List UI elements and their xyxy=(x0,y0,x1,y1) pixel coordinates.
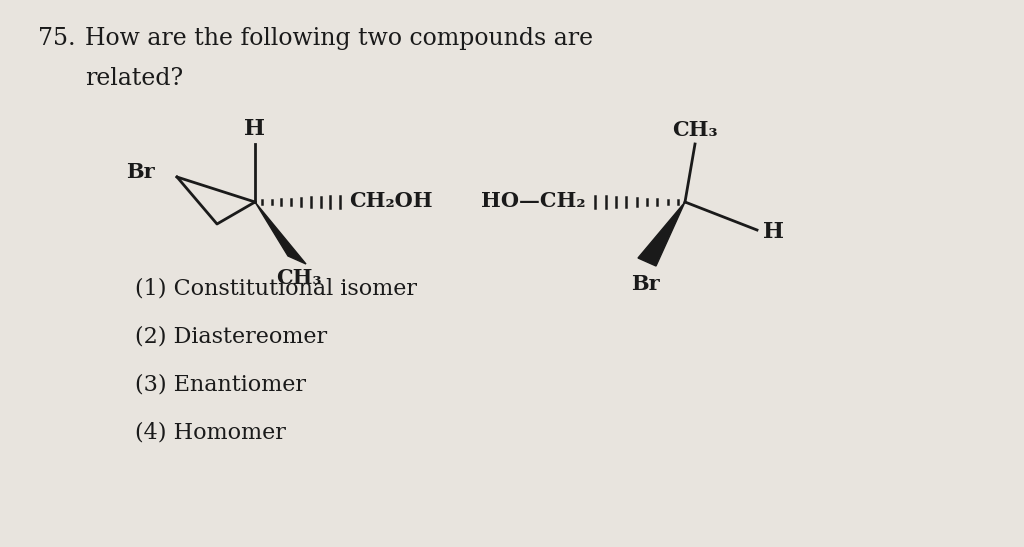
Text: Br: Br xyxy=(126,162,155,182)
Polygon shape xyxy=(638,202,685,266)
Text: H: H xyxy=(763,221,784,243)
Text: (1) Constitutional isomer: (1) Constitutional isomer xyxy=(135,277,417,299)
Text: 75.: 75. xyxy=(38,27,76,50)
Text: (2) Diastereomer: (2) Diastereomer xyxy=(135,325,327,347)
Text: Br: Br xyxy=(631,274,659,294)
Polygon shape xyxy=(255,202,306,264)
Text: CH₂OH: CH₂OH xyxy=(349,191,432,211)
Text: H: H xyxy=(245,118,265,140)
Text: HO—CH₂: HO—CH₂ xyxy=(481,191,586,211)
Text: CH₃: CH₃ xyxy=(672,120,718,140)
Text: How are the following two compounds are: How are the following two compounds are xyxy=(85,27,593,50)
Text: CH₃: CH₃ xyxy=(276,268,322,288)
Text: (3) Enantiomer: (3) Enantiomer xyxy=(135,373,306,395)
Text: (4) Homomer: (4) Homomer xyxy=(135,421,286,443)
Text: related?: related? xyxy=(85,67,183,90)
